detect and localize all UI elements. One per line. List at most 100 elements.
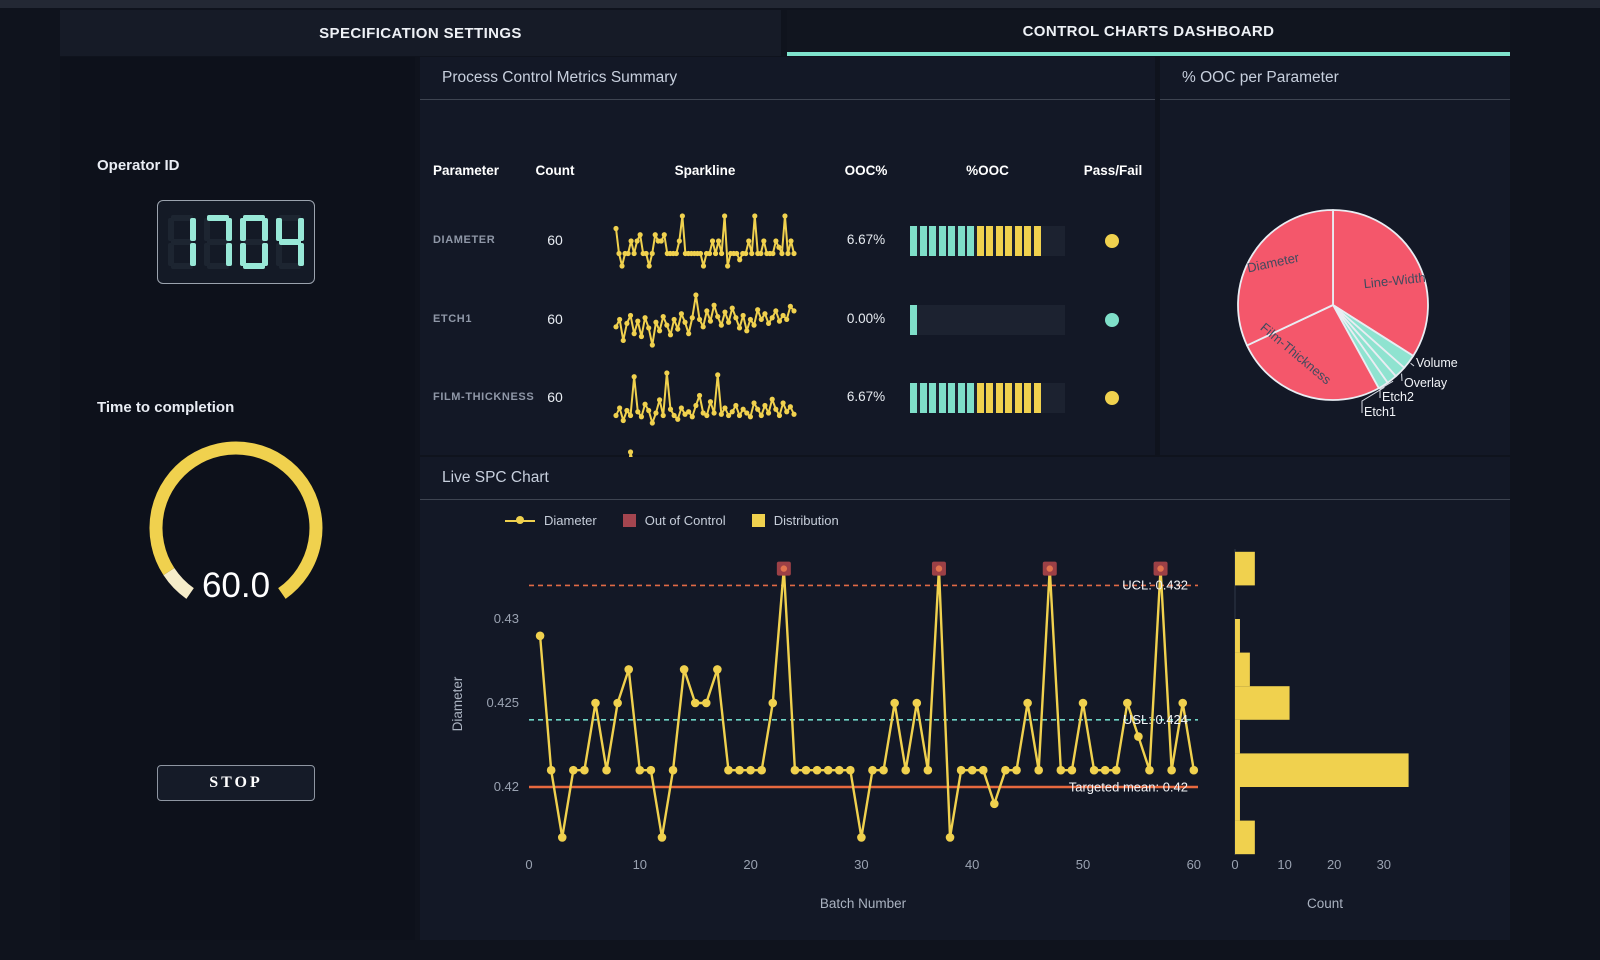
histogram-bar xyxy=(1235,719,1240,754)
svg-text:40: 40 xyxy=(965,857,979,872)
ooc-percent-value: 6.67% xyxy=(846,232,886,247)
tab-label: CONTROL CHARTS DASHBOARD xyxy=(1022,22,1275,40)
histogram-bar xyxy=(1235,787,1240,821)
pie-panel-header: % OOC per Parameter xyxy=(1160,57,1510,100)
legend-line-marker xyxy=(505,516,535,524)
svg-text:10: 10 xyxy=(1277,857,1291,872)
bar-segment xyxy=(1014,383,1022,413)
tab-specification-settings[interactable]: SPECIFICATION SETTINGS xyxy=(60,10,781,56)
svg-text:Line-Width: Line-Width xyxy=(1363,270,1426,291)
svg-text:Batch Number: Batch Number xyxy=(820,896,907,911)
tab-label: SPECIFICATION SETTINGS xyxy=(319,24,522,42)
spc-legend: Diameter Out of Control Distribution xyxy=(505,513,839,528)
legend-label: Distribution xyxy=(773,513,839,528)
col-sparkline: Sparkline xyxy=(674,163,736,178)
spc-panel-header: Live SPC Chart xyxy=(420,457,1510,500)
bar-segment xyxy=(1024,226,1031,256)
bar-segment xyxy=(929,226,936,256)
bar-segment xyxy=(1005,383,1012,413)
bar-segment xyxy=(976,383,984,413)
bar-segment xyxy=(967,226,974,256)
bar-segment xyxy=(1014,226,1022,256)
svg-text:0: 0 xyxy=(1231,857,1238,872)
time-to-completion-label: Time to completion xyxy=(97,399,235,416)
pct-ooc-bar xyxy=(910,226,1065,256)
col-ooc-pct: OOC% xyxy=(844,163,888,178)
histogram-bar xyxy=(1235,551,1255,586)
col-pass-fail: Pass/Fail xyxy=(1083,163,1143,178)
legend-item-distribution[interactable]: Distribution xyxy=(751,513,839,528)
bar-segment xyxy=(1033,383,1041,413)
pct-ooc-bar xyxy=(910,304,1065,335)
legend-item-diameter[interactable]: Diameter xyxy=(505,513,597,528)
legend-square-marker xyxy=(622,514,636,527)
count-value: 60 xyxy=(547,232,563,248)
bar-segment xyxy=(910,226,917,256)
bar-segment xyxy=(910,304,917,335)
svg-text:Count: Count xyxy=(1307,896,1343,911)
svg-text:10: 10 xyxy=(633,857,647,872)
gauge-value: 60.0 xyxy=(201,566,271,605)
pie-slice-diameter xyxy=(1237,209,1334,347)
sparkline-cell xyxy=(610,206,800,281)
operator-id-display xyxy=(157,200,315,284)
svg-text:60: 60 xyxy=(1187,857,1201,872)
tab-control-charts-dashboard[interactable]: CONTROL CHARTS DASHBOARD xyxy=(787,10,1510,56)
operator-sidebar: Operator ID Time to completion 60.0 STOP xyxy=(60,57,415,940)
completion-gauge: 60.0 xyxy=(136,438,336,638)
bar-segment xyxy=(1033,226,1041,256)
legend-item-out-of-control[interactable]: Out of Control xyxy=(622,513,726,528)
legend-label: Out of Control xyxy=(644,513,726,528)
col-count: Count xyxy=(535,163,575,178)
svg-text:30: 30 xyxy=(1377,857,1391,872)
bar-segment xyxy=(948,383,955,413)
ooc-pie-chart: Line-WidthVolumeOverlayEtch2Etch1Film-Th… xyxy=(1237,209,1458,419)
histogram-bar xyxy=(1235,753,1409,787)
svg-text:20: 20 xyxy=(743,857,757,872)
bar-segment xyxy=(986,383,993,413)
svg-text:0: 0 xyxy=(525,857,532,872)
sparkline-cell xyxy=(610,285,800,360)
bar-segment xyxy=(995,383,1003,413)
bar-segment xyxy=(938,226,946,256)
spc-panel-title: Live SPC Chart xyxy=(442,469,549,486)
ooc-pie-panel: % OOC per Parameter Line-Width Volume Over… xyxy=(1160,57,1510,455)
bar-segment xyxy=(910,383,917,413)
svg-text:50: 50 xyxy=(1076,857,1090,872)
top-strip xyxy=(0,0,1600,8)
parameter-name: DIAMETER xyxy=(433,234,496,246)
legend-square-marker xyxy=(751,514,765,527)
svg-text:USL: 0.424: USL: 0.424 xyxy=(1123,712,1188,727)
metric-row-diameter: DIAMETER 60 6.67% xyxy=(420,202,1155,280)
bar-segment xyxy=(957,383,965,413)
col-pct-ooc: %OOC xyxy=(966,163,1009,178)
gauge-arc xyxy=(149,441,323,599)
histogram-bar xyxy=(1235,652,1250,687)
operator-id-label: Operator ID xyxy=(97,157,180,174)
bar-segment xyxy=(919,383,927,413)
metrics-panel-title: Process Control Metrics Summary xyxy=(442,69,678,86)
histogram-bar xyxy=(1235,820,1255,855)
spc-chart-area: Diameter Out of Control Distribution UCL: … xyxy=(420,500,1510,939)
stop-button[interactable]: STOP xyxy=(157,765,315,801)
legend-label: Diameter xyxy=(544,513,597,528)
metric-row-etch1: ETCH1 60 0.00% xyxy=(420,281,1155,359)
pass-fail-indicator xyxy=(1105,312,1119,327)
count-value: 60 xyxy=(547,389,563,405)
svg-text:0.42: 0.42 xyxy=(494,779,519,794)
parameter-name: ETCH1 xyxy=(433,312,473,325)
spc-chart: UCL: 0.432 USL: 0.424 Targeted mean: 0.42 0… xyxy=(450,549,1409,911)
svg-text:UCL: 0.432: UCL: 0.432 xyxy=(1122,577,1188,592)
svg-text:20: 20 xyxy=(1327,857,1341,872)
pass-fail-indicator xyxy=(1105,391,1119,405)
live-spc-panel: Live SPC Chart Diameter Out of Control Dis… xyxy=(420,457,1510,940)
bar-segment xyxy=(948,226,955,256)
histogram-bar xyxy=(1235,619,1240,653)
bar-segment xyxy=(995,226,1003,256)
ooc-percent-value: 0.00% xyxy=(846,310,886,326)
col-parameter: Parameter xyxy=(433,163,500,178)
bar-segment xyxy=(919,226,927,256)
bar-segment xyxy=(986,226,993,256)
svg-text:Diameter: Diameter xyxy=(450,676,465,731)
ooc-percent-value: 6.67% xyxy=(846,389,886,404)
